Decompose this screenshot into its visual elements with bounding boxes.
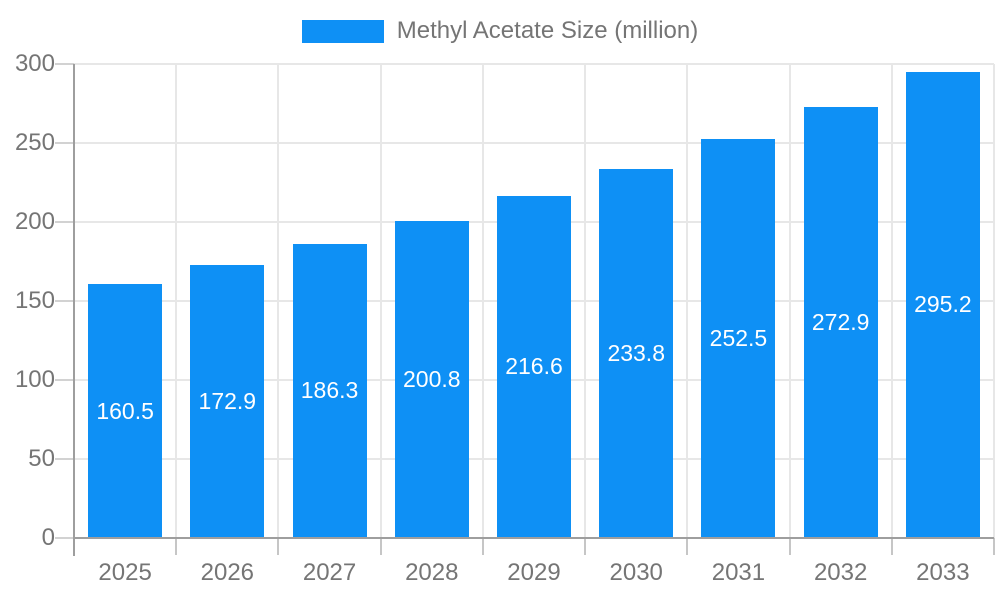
gridline-vertical <box>481 64 484 538</box>
bar-value-label: 252.5 <box>709 325 768 352</box>
bar-value-label: 216.6 <box>505 353 563 380</box>
x-axis-label: 2027 <box>302 559 357 586</box>
y-axis-tick <box>55 300 74 302</box>
y-axis-tick <box>55 379 74 381</box>
x-axis-tick <box>993 538 995 555</box>
legend-swatch <box>301 19 384 43</box>
legend-label: Methyl Acetate Size (million) <box>396 17 699 44</box>
bar[interactable]: 272.9 <box>803 106 878 538</box>
x-axis-tick <box>584 538 587 555</box>
x-axis-tick <box>890 538 893 555</box>
bar[interactable]: 233.8 <box>599 168 674 538</box>
gridline-vertical <box>686 64 689 538</box>
bar-value-label: 233.8 <box>607 339 665 366</box>
x-axis-label: 2025 <box>98 559 152 586</box>
y-axis-line <box>73 64 75 556</box>
bar-value-label: 172.9 <box>198 387 257 414</box>
x-axis-label: 2029 <box>507 559 561 586</box>
bar[interactable]: 295.2 <box>905 71 980 538</box>
x-axis-label: 2033 <box>916 559 970 586</box>
gridline-horizontal <box>74 63 994 65</box>
bar[interactable]: 160.5 <box>88 284 163 538</box>
gridline-vertical <box>584 64 587 538</box>
x-axis-label: 2032 <box>813 559 868 586</box>
x-axis-tick <box>175 538 178 555</box>
x-axis-label: 2031 <box>711 559 766 586</box>
y-axis-tick <box>55 537 74 539</box>
bar-value-label: 272.9 <box>811 308 870 335</box>
bar[interactable]: 172.9 <box>190 264 265 538</box>
bar-value-label: 295.2 <box>914 291 972 318</box>
bar-value-label: 160.5 <box>96 397 154 424</box>
bar-value-label: 200.8 <box>402 365 461 392</box>
y-axis-tick <box>55 458 74 460</box>
gridline-vertical <box>788 64 791 538</box>
gridline-vertical <box>890 64 893 538</box>
bar[interactable]: 252.5 <box>701 139 776 538</box>
x-axis-tick <box>788 538 791 555</box>
x-axis-label: 2030 <box>609 559 663 586</box>
gridline-vertical <box>277 64 280 538</box>
y-axis-tick <box>55 221 74 223</box>
gridline-horizontal <box>74 142 994 144</box>
gridline-vertical <box>993 64 995 538</box>
x-axis-tick <box>379 538 382 555</box>
gridline-vertical <box>175 64 178 538</box>
y-axis-label: 300 <box>14 50 55 77</box>
y-axis-tick <box>55 63 74 65</box>
y-axis-label: 100 <box>14 366 55 393</box>
x-axis-tick <box>481 538 484 555</box>
y-axis-label: 200 <box>14 208 55 235</box>
x-axis-label: 2026 <box>200 559 255 586</box>
x-axis-line <box>73 537 994 539</box>
x-axis-label: 2028 <box>405 559 459 586</box>
y-axis-label: 50 <box>28 445 55 472</box>
gridline-vertical <box>379 64 382 538</box>
bar[interactable]: 200.8 <box>394 220 469 538</box>
bar-value-label: 186.3 <box>300 377 359 404</box>
y-axis-tick <box>55 142 74 144</box>
bar[interactable]: 216.6 <box>497 195 571 538</box>
legend[interactable]: Methyl Acetate Size (million) <box>0 17 1000 45</box>
x-axis-tick <box>686 538 689 555</box>
x-axis-tick <box>277 538 280 555</box>
y-axis-label: 250 <box>14 129 55 156</box>
y-axis-label: 150 <box>14 287 55 314</box>
bar[interactable]: 186.3 <box>292 243 367 538</box>
y-axis-label: 0 <box>41 524 55 551</box>
